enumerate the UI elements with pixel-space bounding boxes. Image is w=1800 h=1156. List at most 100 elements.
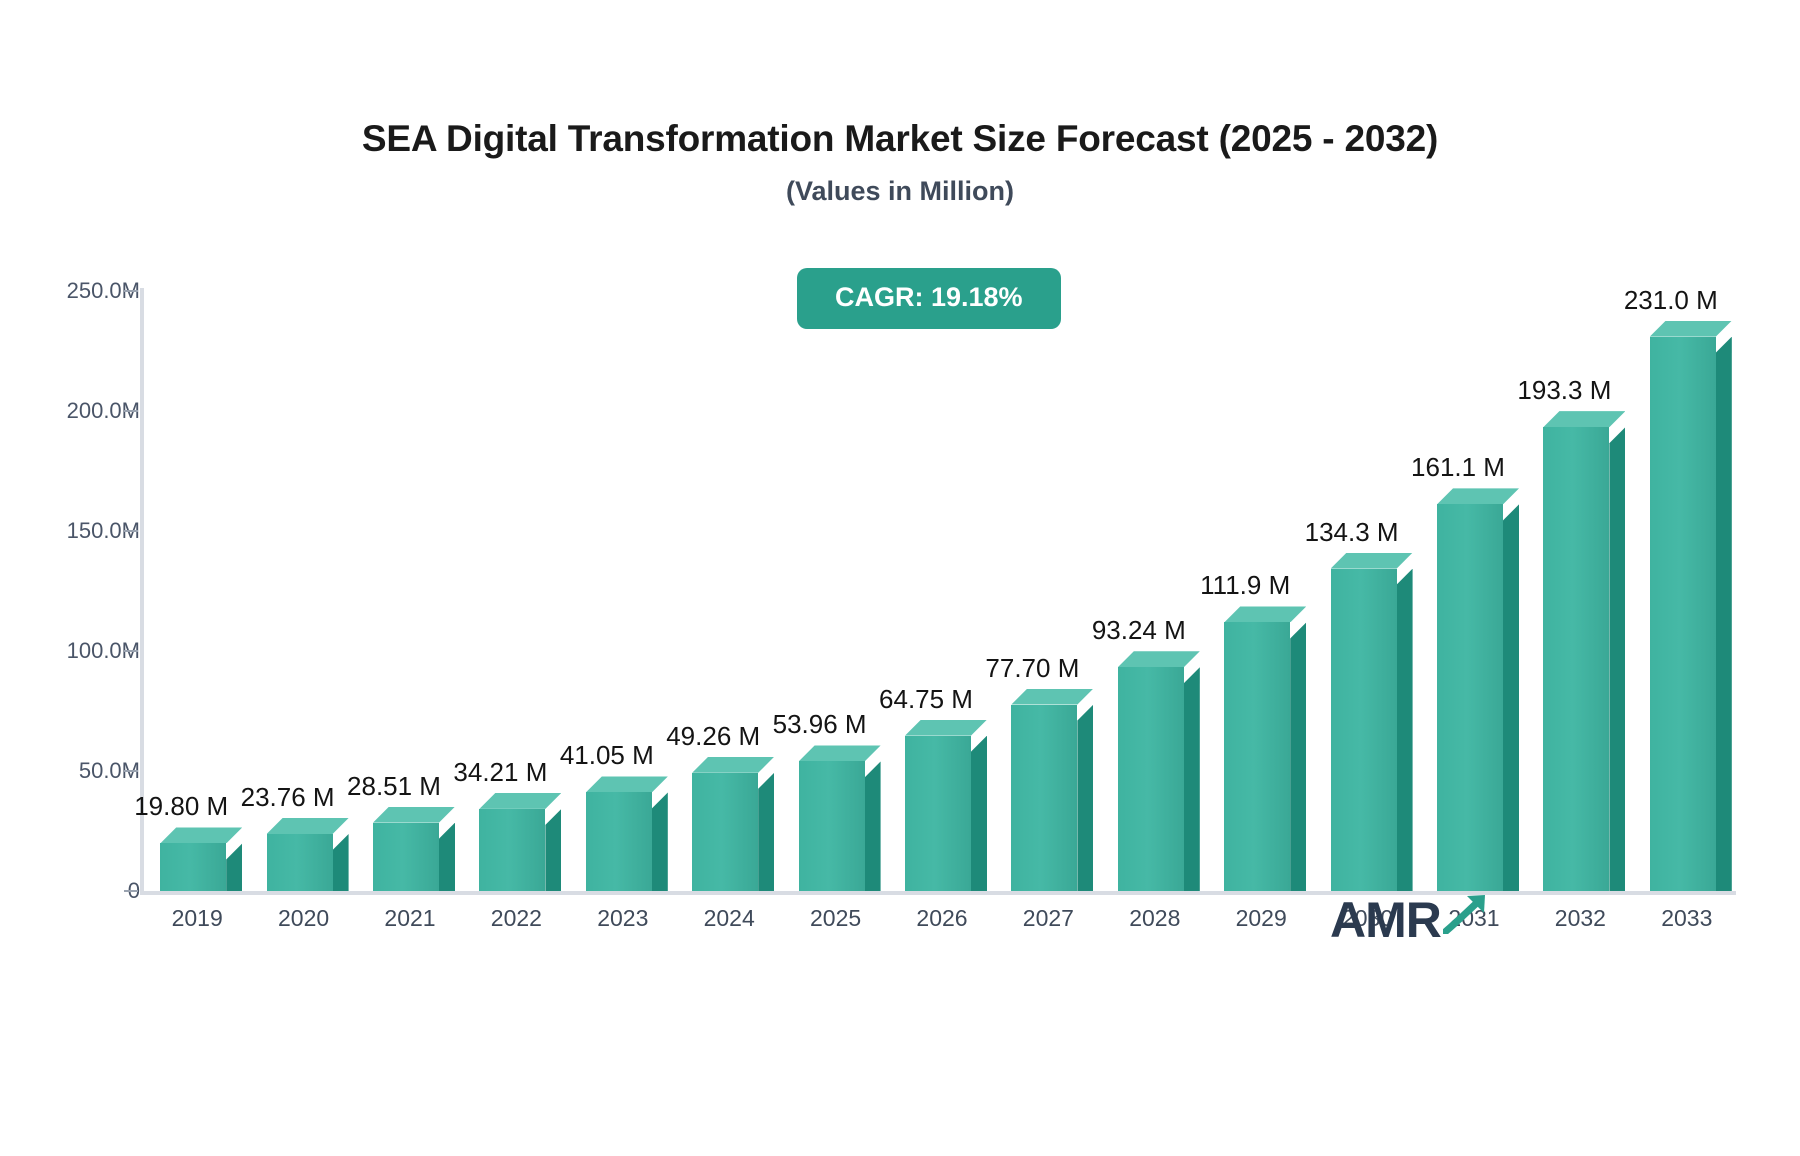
bar-value-label: 64.75 M	[879, 683, 973, 714]
bar-column[interactable]	[1649, 320, 1732, 891]
bar-side-face	[1183, 667, 1200, 891]
bar-side-face	[1503, 504, 1519, 891]
y-axis-tick-mark	[124, 770, 138, 772]
bar-top-face	[373, 806, 455, 823]
bar-value-label: 231.0 M	[1623, 284, 1718, 315]
bar-top-face	[692, 756, 775, 773]
bar-value-label: 134.3 M	[1304, 516, 1399, 547]
bar-top-face	[1011, 688, 1094, 705]
bar-side-face	[1396, 568, 1413, 891]
bar-column[interactable]	[479, 792, 562, 891]
bar-column[interactable]	[585, 776, 668, 891]
y-axis-tick-label: 200.0M	[66, 398, 140, 423]
bar-side-face	[226, 843, 243, 891]
bar-column[interactable]	[798, 745, 881, 891]
y-axis-line	[140, 288, 144, 893]
bar-front-face	[1224, 622, 1291, 891]
x-axis-label: 2019	[171, 905, 223, 931]
y-axis-tick-label: 100.0M	[66, 638, 140, 663]
bar-column[interactable]	[266, 817, 349, 891]
x-axis-label: 2020	[278, 905, 330, 931]
x-axis-label: 2032	[1554, 905, 1606, 931]
y-axis-tick-mark	[124, 530, 138, 532]
bar-top-face	[798, 745, 881, 762]
bar-front-face	[1330, 568, 1397, 891]
y-axis-tick-label: 150.0M	[66, 518, 140, 543]
bar-side-face	[332, 833, 349, 891]
bar-value-label: 28.51 M	[347, 770, 441, 801]
x-axis-label: 2024	[703, 905, 755, 931]
y-axis-tick-label: 250.0M	[66, 278, 140, 303]
bar-top-face	[479, 792, 562, 809]
y-axis-tick-label: 0	[127, 878, 140, 903]
bar-front-face	[266, 833, 333, 891]
bar-column[interactable]	[1117, 651, 1200, 891]
bar-side-face	[758, 772, 775, 891]
bar-value-label: 161.1 M	[1411, 452, 1505, 483]
bar-side-face	[439, 822, 455, 891]
bar-value-label: 49.26 M	[666, 720, 761, 751]
amr-logo: AMR	[1330, 892, 1489, 945]
bar-side-face	[545, 808, 562, 891]
bar-column[interactable]	[1543, 411, 1626, 891]
bar-value-label: 34.21 M	[453, 756, 548, 787]
bar-side-face	[1077, 704, 1094, 891]
x-axis-label: 2025	[810, 905, 862, 931]
bar-column[interactable]	[905, 719, 987, 891]
bar-top-face	[1224, 606, 1307, 623]
bar-side-face	[864, 761, 881, 891]
bar-top-face	[1117, 651, 1200, 668]
bar-column[interactable]	[373, 806, 455, 891]
arrow-up-right-icon	[1441, 892, 1489, 939]
bar-column[interactable]	[1437, 488, 1519, 891]
bar-top-face	[1437, 488, 1519, 505]
x-axis-label: 2033	[1661, 905, 1713, 931]
bar-front-face	[160, 843, 227, 891]
bar-side-face	[651, 792, 668, 891]
bar-top-face	[160, 827, 243, 844]
bar-top-face	[585, 776, 668, 793]
x-axis-label: 2029	[1235, 905, 1287, 931]
bar-front-face	[1649, 336, 1716, 891]
bar-column[interactable]	[1330, 552, 1413, 891]
bar-front-face	[479, 808, 546, 891]
bar-front-face	[1437, 504, 1503, 891]
bar-front-face	[1543, 427, 1610, 891]
bar-front-face	[905, 735, 971, 891]
bar-value-label: 111.9 M	[1200, 570, 1291, 601]
x-axis-label: 2023	[597, 905, 649, 931]
bar-value-label: 41.05 M	[559, 740, 654, 771]
bar-column[interactable]	[1011, 688, 1094, 891]
x-axis-line	[140, 891, 1736, 895]
bar-front-face	[585, 792, 652, 891]
bar-column[interactable]	[160, 827, 243, 891]
bar-side-face	[971, 735, 987, 891]
bar-front-face	[1117, 667, 1184, 891]
page-title: SEA Digital Transformation Market Size F…	[361, 118, 1439, 159]
bar-side-face	[1290, 622, 1307, 891]
y-axis-tick-label: 50.0M	[78, 758, 140, 783]
bar-top-face	[1649, 320, 1732, 337]
x-axis-label: 2028	[1129, 905, 1181, 931]
bar-side-face	[1609, 427, 1626, 891]
bar-value-label: 93.24 M	[1091, 615, 1186, 646]
bar-value-label: 193.3 M	[1517, 375, 1612, 406]
bar-front-face	[692, 772, 759, 891]
y-axis-tick-mark	[124, 650, 138, 652]
bar-value-label: 53.96 M	[772, 709, 867, 740]
bar-top-face	[1543, 411, 1626, 428]
x-axis-label: 2026	[916, 905, 968, 931]
chart-subtitle: (Values in Million)	[785, 176, 1015, 206]
logo-text: AMR	[1330, 892, 1442, 948]
bar-column[interactable]	[1224, 606, 1307, 891]
bar-top-face	[905, 719, 987, 736]
y-axis-tick-mark	[124, 290, 138, 292]
bar-value-label: 19.80 M	[134, 791, 229, 822]
cagr-badge: CAGR: 19.18%	[797, 268, 1061, 329]
y-axis-tick-mark	[124, 890, 138, 892]
bar-column[interactable]	[692, 756, 775, 891]
bar-front-face	[373, 822, 439, 891]
x-axis-label: 2021	[384, 905, 436, 931]
